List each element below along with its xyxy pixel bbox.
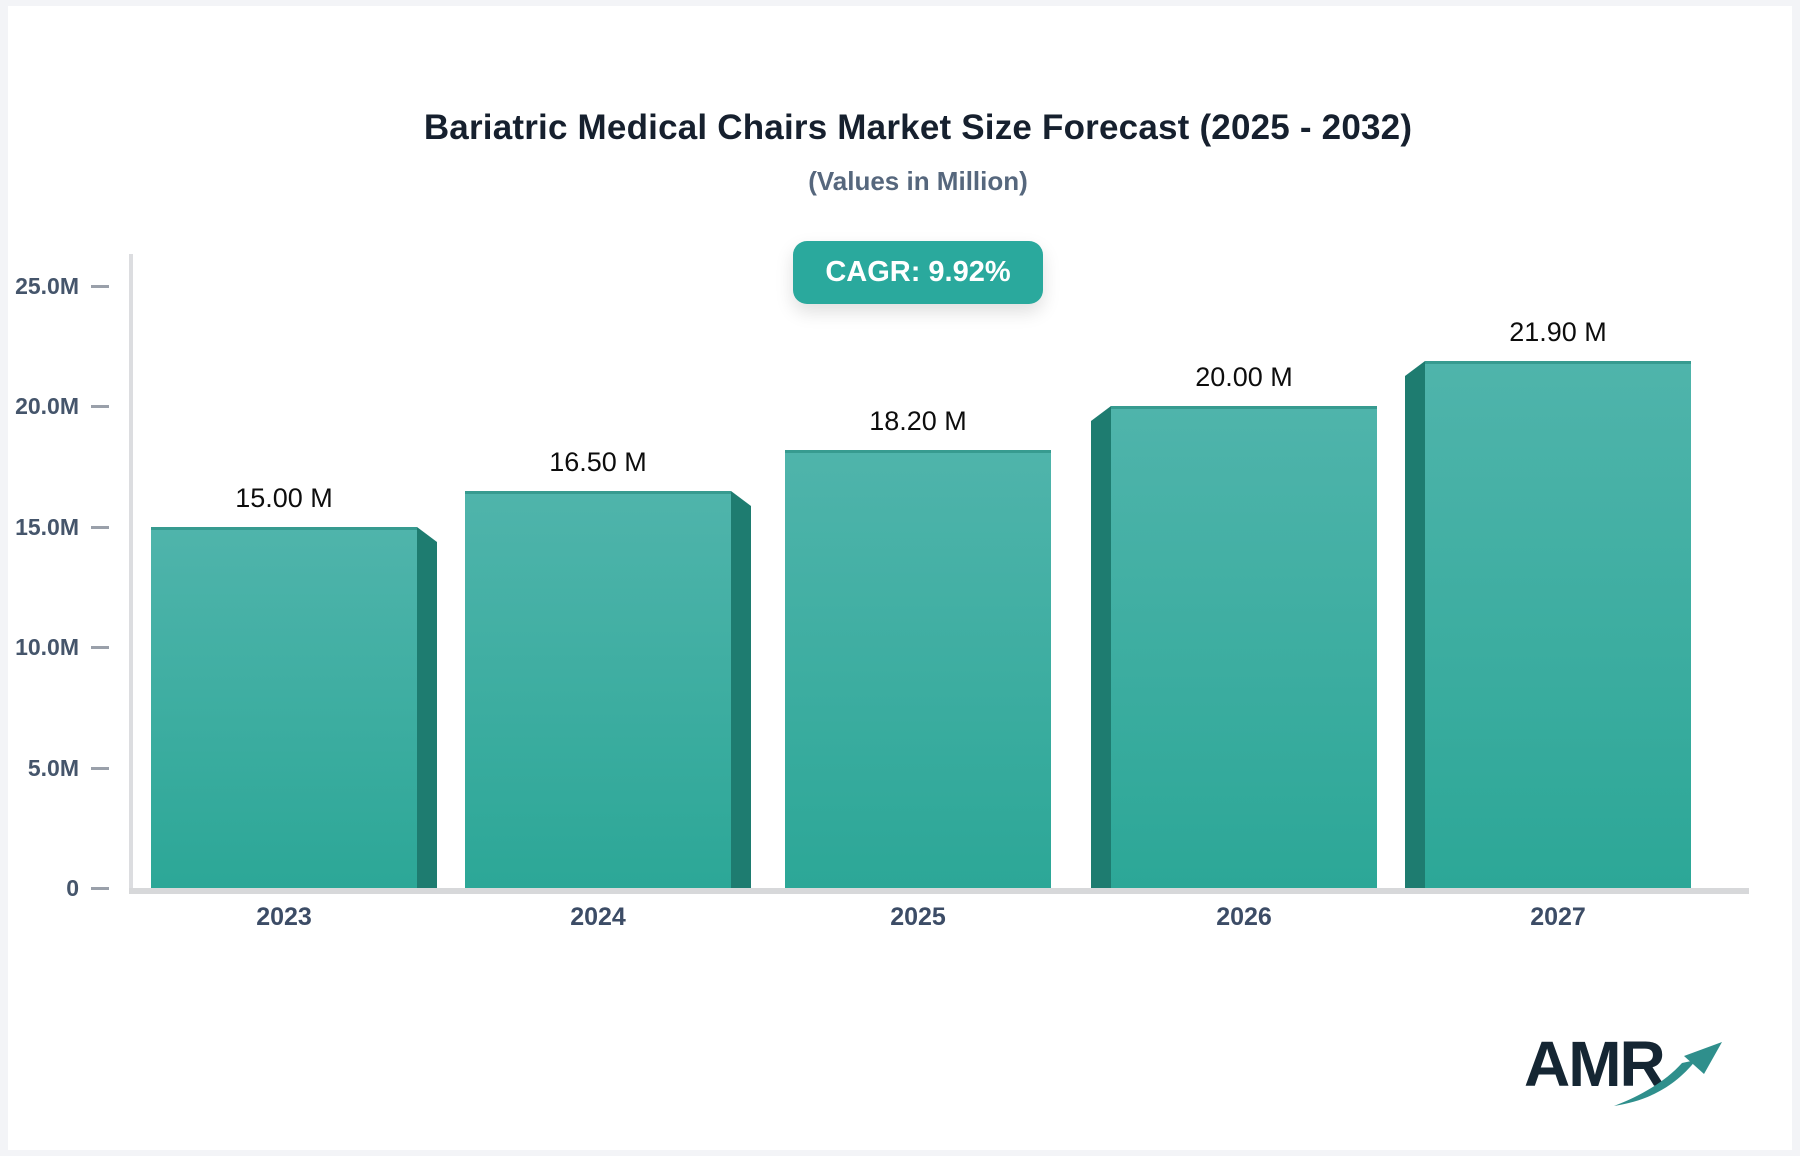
bar-2026	[1111, 406, 1377, 888]
y-tick-label: 0	[66, 875, 79, 901]
x-tick-label: 2025	[890, 903, 946, 931]
logo-text: AMR	[1524, 1028, 1666, 1100]
x-tick-label: 2027	[1530, 903, 1586, 931]
chart-header: Bariatric Medical Chairs Market Size For…	[8, 108, 1792, 304]
cagr-badge: CAGR: 9.92%	[793, 241, 1043, 304]
bar-2024	[465, 491, 731, 888]
y-tick-label: 5.0M	[27, 754, 79, 781]
bar-value-label: 21.90 M	[1509, 317, 1607, 347]
bar-value-label: 18.20 M	[869, 406, 967, 436]
logo-arrow-icon	[1614, 1042, 1722, 1106]
x-tick-label: 2026	[1216, 903, 1272, 931]
bar-side-3d	[1405, 361, 1425, 888]
bar-2023	[151, 527, 417, 888]
y-tick-label: 25.0M	[15, 273, 79, 299]
bar-2027	[1425, 361, 1691, 888]
plot-area: 0 5.0M 10.0M 15.0M 20.0M 25.0M 15.00 M 2023 16.5…	[8, 6, 1792, 1150]
x-tick-label: 2023	[256, 903, 312, 931]
chart-subtitle: (Values in Million)	[808, 166, 1028, 196]
bar-value-label: 20.00 M	[1195, 362, 1293, 392]
bar-side-3d	[1091, 406, 1111, 888]
bar-value-label: 15.00 M	[235, 483, 333, 513]
y-tick-mark	[91, 887, 109, 890]
y-tick-label: 10.0M	[15, 634, 79, 661]
y-tick-mark	[91, 285, 109, 288]
x-axis-baseline	[129, 888, 1749, 894]
y-tick-mark	[91, 766, 109, 770]
y-tick-label: 20.0M	[15, 393, 79, 420]
bar-side-3d	[417, 527, 437, 888]
y-tick-mark	[91, 525, 109, 529]
y-axis-line	[129, 254, 133, 894]
bar-side-3d	[731, 491, 751, 888]
amr-logo: AMR	[1524, 1032, 1734, 1118]
bar-value-label: 16.50 M	[549, 447, 647, 477]
y-tick-mark	[91, 405, 109, 409]
chart-title: Bariatric Medical Chairs Market Size For…	[423, 108, 1413, 147]
bar-2025	[785, 450, 1051, 888]
x-tick-label: 2024	[570, 903, 626, 931]
y-tick-label: 15.0M	[15, 513, 79, 540]
y-tick-mark	[91, 646, 109, 650]
chart-card: 0 5.0M 10.0M 15.0M 20.0M 25.0M 15.00 M 2023 16.5…	[8, 6, 1792, 1150]
